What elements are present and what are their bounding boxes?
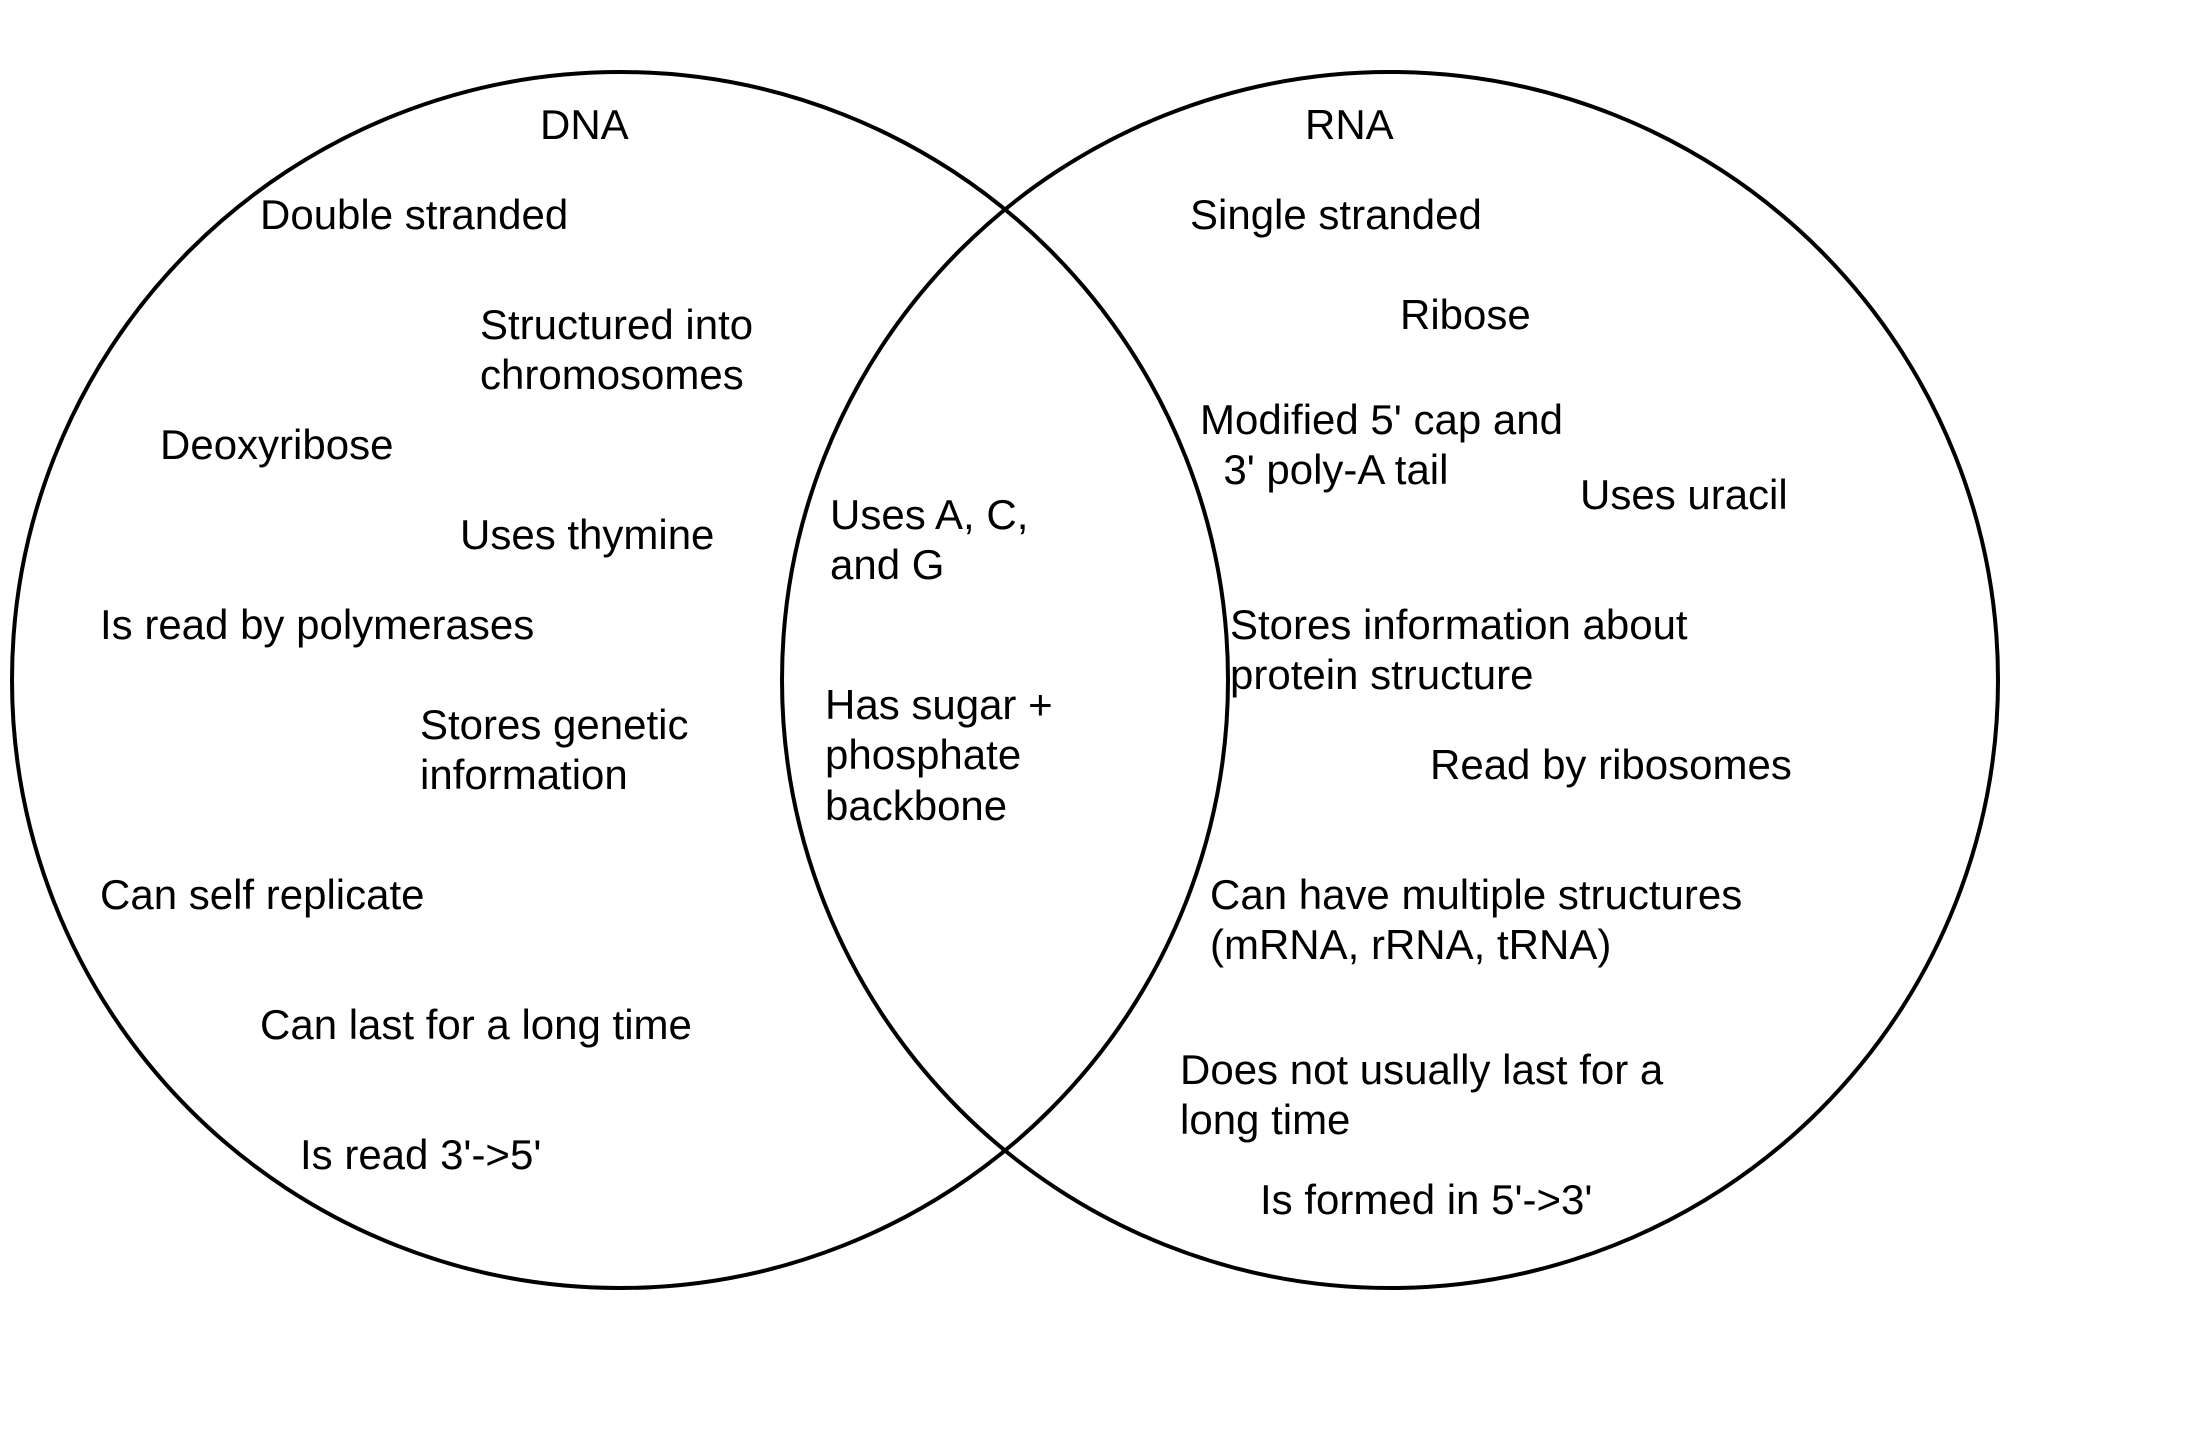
venn-left-item: Deoxyribose	[160, 420, 393, 470]
venn-right-item: Read by ribosomes	[1430, 740, 1792, 790]
venn-left-item: Can last for a long time	[260, 1000, 692, 1050]
venn-left-item: Is read 3'->5'	[300, 1130, 541, 1180]
venn-right-item: Modified 5' cap and 3' poly-A tail	[1200, 395, 1563, 496]
venn-right-item: Is formed in 5'->3'	[1260, 1175, 1592, 1225]
venn-right-item: Ribose	[1400, 290, 1531, 340]
venn-diagram: DNA RNA Double stranded Structured into …	[0, 0, 2197, 1434]
venn-left-item: Stores genetic information	[420, 700, 689, 801]
venn-right-item: Can have multiple structures (mRNA, rRNA…	[1210, 870, 1742, 971]
venn-left-item: Structured into chromosomes	[480, 300, 753, 401]
venn-left-item: Is read by polymerases	[100, 600, 534, 650]
venn-title-right: RNA	[1305, 100, 1394, 150]
venn-center-item: Uses A, C, and G	[830, 490, 1028, 591]
venn-left-item: Double stranded	[260, 190, 568, 240]
venn-left-item: Can self replicate	[100, 870, 425, 920]
venn-left-item: Uses thymine	[460, 510, 714, 560]
venn-title-left: DNA	[540, 100, 629, 150]
venn-right-item: Does not usually last for a long time	[1180, 1045, 1663, 1146]
venn-right-item: Single stranded	[1190, 190, 1482, 240]
venn-right-item: Stores information about protein structu…	[1230, 600, 1688, 701]
venn-right-item: Uses uracil	[1580, 470, 1788, 520]
venn-center-item: Has sugar + phosphate backbone	[825, 680, 1053, 831]
